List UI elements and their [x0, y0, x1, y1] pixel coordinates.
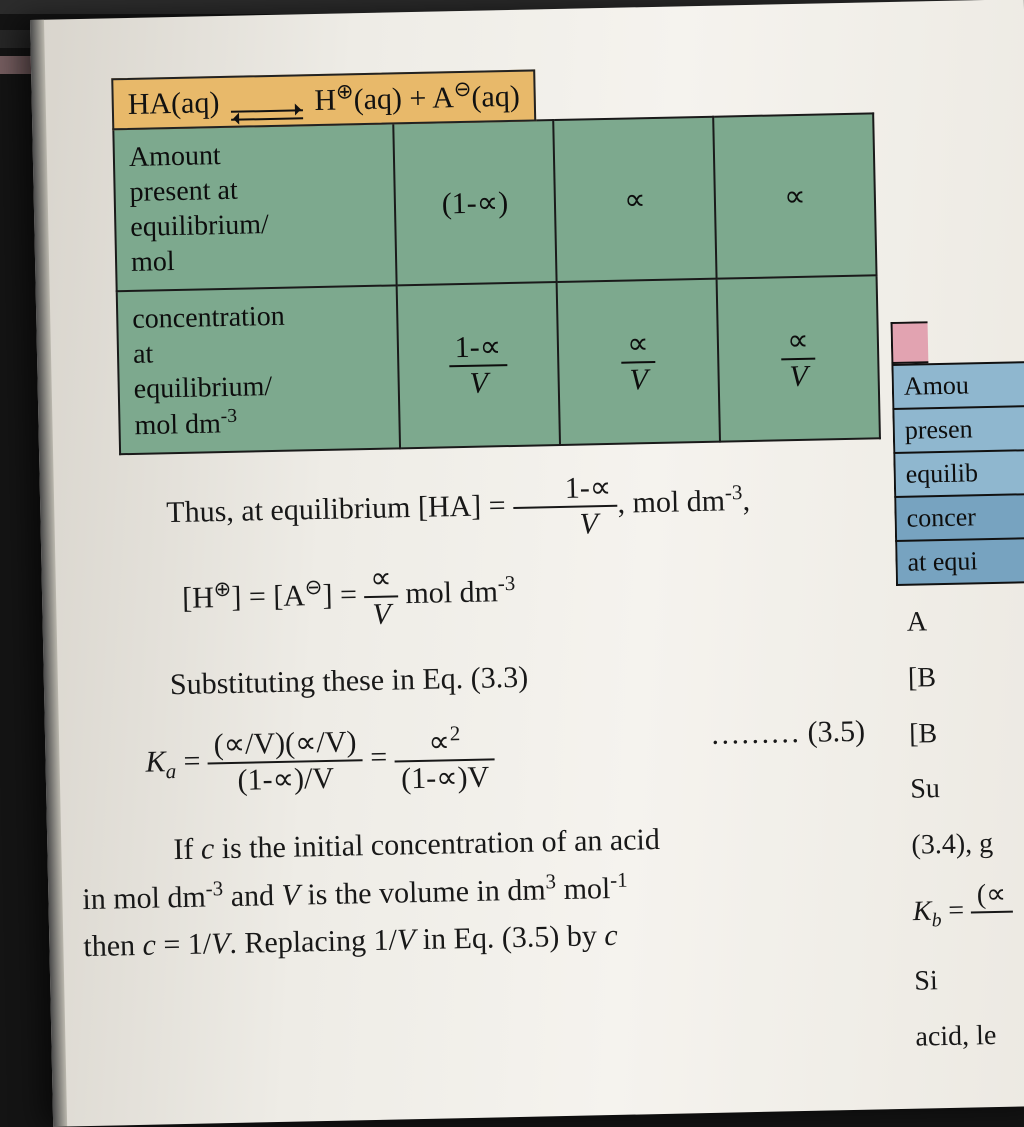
fragment-text: Si — [904, 959, 1024, 1001]
main-column: HA(aq) H⊕(aq) + A⊖(aq) — [111, 62, 909, 969]
row-label: Amount present at equilibrium/ mol — [113, 123, 396, 291]
fragment-table: Amou presen equilib concer at equi — [891, 360, 1024, 586]
fragment-text: Kb = (∝ — [902, 879, 1024, 945]
if-c-paragraph: If c is the initial concentration of an … — [127, 812, 910, 970]
thus-line: Thus, at equilibrium [HA] = 1-∝V, mol dm… — [120, 467, 901, 549]
fragment-cell: presen — [893, 405, 1024, 453]
fragment-text: Su — [900, 767, 1024, 809]
fragment-text: (3.4), g — [901, 823, 1024, 865]
fragment-text: [B — [898, 656, 1024, 698]
cell-a-conc: ∝V — [717, 275, 880, 442]
table-row: Amount present at equilibrium/ mol (1-∝)… — [113, 113, 876, 291]
row-label: concentration at equilibrium/ mol dm-3 — [117, 285, 400, 454]
h-a-concentration-line: [H⊕] = [A⊖] = ∝V mol dm-3 — [122, 553, 903, 635]
ka-equation: Ka = (∝/V)(∝/V) (1-∝)/V = ∝2 (1-∝)V ……… … — [125, 714, 906, 800]
reaction-rhs-a: A⊖(aq) — [432, 80, 520, 115]
reaction-rhs-h: H⊕(aq) — [314, 82, 410, 117]
equation-number: ……… (3.5) — [710, 714, 866, 751]
photo-scene: HA(aq) H⊕(aq) + A⊖(aq) — [0, 0, 1024, 1127]
fragment-cell: concer — [895, 493, 1024, 541]
fragment-cell: Amou — [892, 361, 1024, 409]
cell-h-conc: ∝V — [557, 279, 720, 446]
plus-sign: + — [409, 82, 432, 115]
fragment-text: [B — [899, 711, 1024, 753]
reaction-lhs: HA(aq) — [127, 86, 219, 121]
cell-h-amount: ∝ — [553, 117, 716, 282]
fragment-text: A — [896, 600, 1024, 642]
adjacent-page-fragment: Amou presen equilib concer at equi A [B … — [891, 318, 1024, 1057]
reaction-equation: HA(aq) H⊕(aq) + A⊖(aq) — [111, 69, 536, 130]
cell-ha-conc: 1-∝V — [397, 282, 560, 449]
cell-ha-amount: (1-∝) — [393, 120, 556, 285]
equilibrium-table: Amount present at equilibrium/ mol (1-∝)… — [112, 112, 881, 455]
substituting-line: Substituting these in Eq. (3.3) — [123, 647, 904, 710]
equilibrium-arrow-icon — [231, 103, 303, 105]
cell-a-amount: ∝ — [713, 113, 876, 278]
fragment-cell: at equi — [896, 537, 1024, 585]
textbook-page: HA(aq) H⊕(aq) + A⊖(aq) — [30, 0, 1024, 1127]
fragment-cell: equilib — [894, 449, 1024, 497]
fragment-text: acid, le — [905, 1014, 1024, 1056]
fragment-header — [891, 321, 928, 364]
table-row: concentration at equilibrium/ mol dm-3 1… — [117, 275, 880, 454]
